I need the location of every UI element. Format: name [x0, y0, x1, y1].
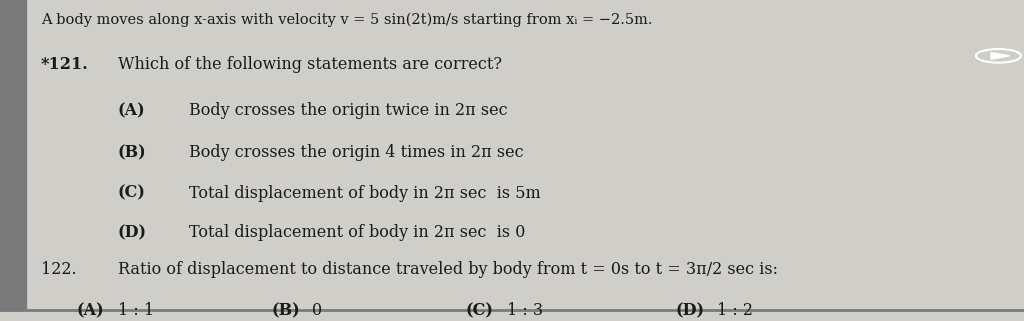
Text: Body crosses the origin twice in 2π sec: Body crosses the origin twice in 2π sec	[189, 102, 508, 119]
Text: Ratio of displacement to distance traveled by body from t = 0s to t = 3π/2 sec i: Ratio of displacement to distance travel…	[118, 261, 778, 278]
Text: (B): (B)	[271, 302, 300, 319]
Text: A body moves along x-axis with velocity v = 5 sin(2t)m/s starting from xᵢ = −2.5: A body moves along x-axis with velocity …	[41, 13, 652, 27]
Text: (D): (D)	[676, 302, 705, 319]
Text: Total displacement of body in 2π sec  is 0: Total displacement of body in 2π sec is …	[189, 224, 525, 241]
Text: (C): (C)	[466, 302, 494, 319]
Text: Which of the following statements are correct?: Which of the following statements are co…	[118, 56, 502, 73]
Bar	[0, 0, 26, 310]
Polygon shape	[991, 52, 1010, 59]
Text: 1 : 2: 1 : 2	[717, 302, 753, 319]
Text: 1 : 3: 1 : 3	[507, 302, 543, 319]
Text: (A): (A)	[77, 302, 104, 319]
Text: Body crosses the origin 4 times in 2π sec: Body crosses the origin 4 times in 2π se…	[189, 144, 524, 161]
Text: 1 : 1: 1 : 1	[118, 302, 154, 319]
Text: (D): (D)	[118, 224, 146, 241]
Text: (B): (B)	[118, 144, 146, 161]
Text: 0: 0	[312, 302, 323, 319]
Text: (C): (C)	[118, 185, 145, 202]
Text: *121.: *121.	[41, 56, 89, 73]
Text: Total displacement of body in 2π sec  is 5m: Total displacement of body in 2π sec is …	[189, 185, 542, 202]
Text: 122.: 122.	[41, 261, 77, 278]
Text: (A): (A)	[118, 102, 145, 119]
